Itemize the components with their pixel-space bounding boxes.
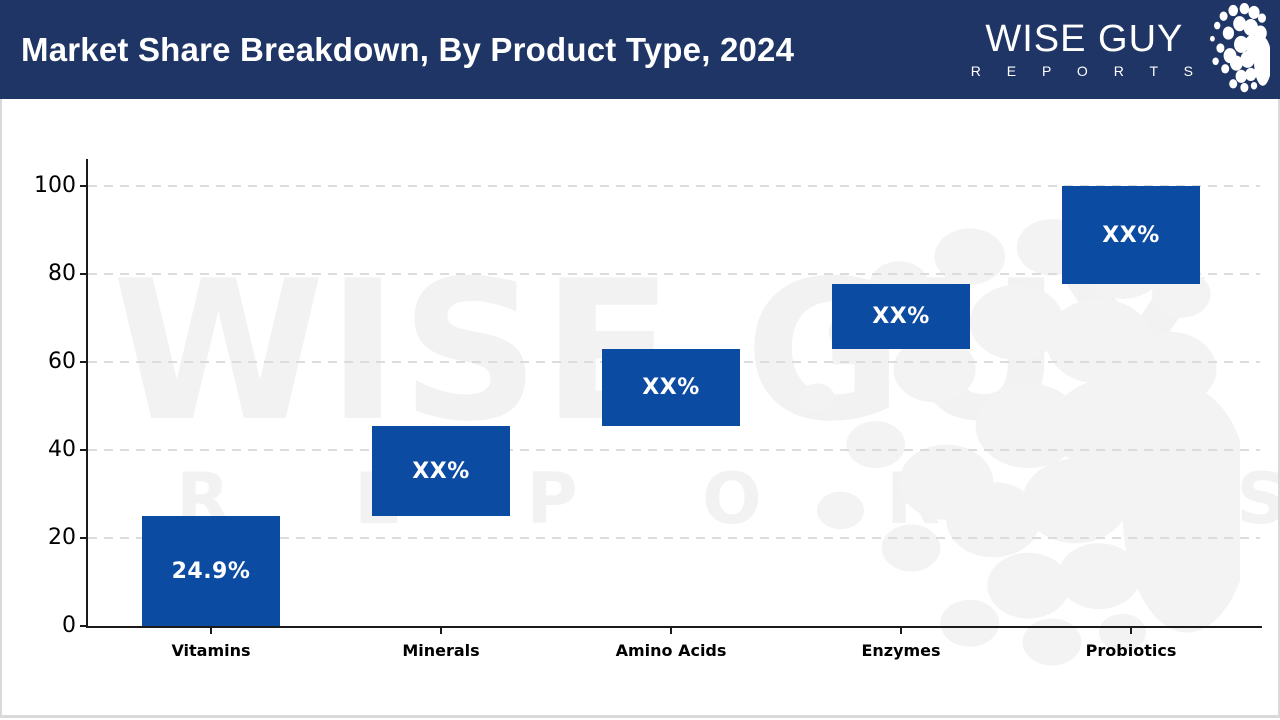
bar-vitamins: 24.9% bbox=[142, 516, 280, 626]
bar-value-label: XX% bbox=[1102, 222, 1160, 248]
x-category-label: Vitamins bbox=[171, 641, 251, 660]
x-tick-mark bbox=[1130, 628, 1132, 634]
x-tick-mark bbox=[210, 628, 212, 634]
y-tick-mark bbox=[80, 273, 88, 275]
x-axis-line bbox=[86, 626, 1262, 628]
bottom-border bbox=[0, 715, 1280, 718]
gridline-100 bbox=[88, 185, 1260, 187]
x-tick-mark bbox=[900, 628, 902, 634]
x-category-label: Minerals bbox=[402, 641, 480, 660]
gridline-80 bbox=[88, 273, 1260, 275]
x-category-label: Amino Acids bbox=[615, 641, 727, 660]
x-category-label: Probiotics bbox=[1085, 641, 1177, 660]
gridline-20 bbox=[88, 537, 1260, 539]
bar-enzymes: XX% bbox=[832, 284, 970, 349]
page-title: Market Share Breakdown, By Product Type,… bbox=[21, 30, 795, 68]
y-tick-label: 40 bbox=[48, 437, 76, 462]
right-edge-border bbox=[1278, 99, 1280, 715]
y-tick-label: 20 bbox=[48, 525, 76, 550]
y-tick-label: 60 bbox=[48, 349, 76, 374]
y-tick-label: 80 bbox=[48, 261, 76, 286]
y-tick-label: 0 bbox=[62, 613, 76, 638]
y-tick-label: 100 bbox=[34, 173, 76, 198]
logo-subtext: R E P O R T S bbox=[970, 63, 1204, 79]
y-tick-mark bbox=[80, 361, 88, 363]
y-tick-mark bbox=[80, 185, 88, 187]
bar-value-label: XX% bbox=[642, 374, 700, 400]
bar-minerals: XX% bbox=[372, 425, 510, 517]
header: Market Share Breakdown, By Product Type,… bbox=[0, 0, 1280, 99]
bar-value-label: XX% bbox=[872, 303, 930, 329]
logo-head-icon bbox=[1210, 2, 1270, 92]
logo: WISE GUY R E P O R T S bbox=[965, 0, 1270, 99]
y-tick-mark bbox=[80, 537, 88, 539]
logo-text: WISE GUY R E P O R T S bbox=[965, 20, 1204, 79]
y-tick-mark bbox=[80, 449, 88, 451]
x-tick-mark bbox=[440, 628, 442, 634]
y-axis-line bbox=[86, 159, 88, 628]
left-edge-border bbox=[0, 99, 2, 715]
bar-probiotics: XX% bbox=[1062, 186, 1200, 285]
gridline-40 bbox=[88, 449, 1260, 451]
bar-amino-acids: XX% bbox=[602, 348, 740, 426]
logo-wordmark: WISE GUY bbox=[985, 18, 1184, 60]
bar-value-label: XX% bbox=[412, 458, 470, 484]
x-category-label: Enzymes bbox=[861, 641, 941, 660]
bar-value-label: 24.9% bbox=[171, 558, 251, 584]
x-tick-mark bbox=[670, 628, 672, 634]
watermark-subtext: R E P O R T S bbox=[176, 458, 1280, 540]
chart-area: WISE GUY R E P O R T S 0 20 40 60 80 100 24.9%… bbox=[0, 99, 1280, 720]
y-tick-mark bbox=[80, 625, 88, 627]
